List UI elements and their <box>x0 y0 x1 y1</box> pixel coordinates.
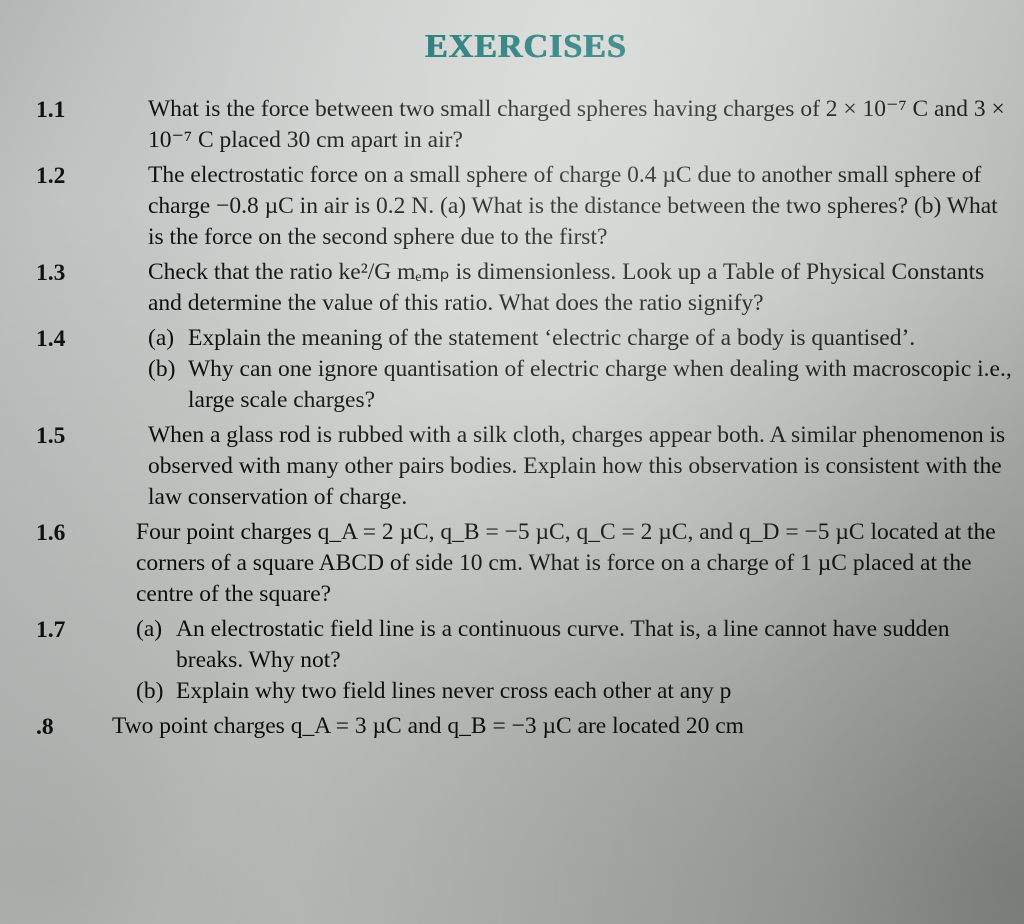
exercise-list: 1.1 What is the force between two small … <box>36 94 1016 743</box>
exercise-text: Two point charges q_A = 3 µC and q_B = −… <box>112 711 1016 742</box>
part-text: An electrostatic field line is a continu… <box>176 614 1016 676</box>
part-label: (b) <box>136 676 176 707</box>
exercise-parts: (a) Explain the meaning of the statement… <box>148 323 1016 416</box>
exercise-item: 1.5 When a glass rod is rubbed with a si… <box>36 420 1016 513</box>
exercise-number: 1.6 <box>36 517 136 549</box>
exercise-number: .8 <box>36 711 112 743</box>
part-text: Explain the meaning of the statement ‘el… <box>188 323 915 354</box>
exercise-text: The electrostatic force on a small spher… <box>148 160 1016 253</box>
part-text: Why can one ignore quantisation of elect… <box>188 354 1016 416</box>
page: EXERCISES 1.1 What is the force between … <box>0 0 1024 924</box>
exercise-item: 1.6 Four point charges q_A = 2 µC, q_B =… <box>36 517 1016 610</box>
exercise-parts: (a) An electrostatic field line is a con… <box>136 614 1016 707</box>
exercise-number: 1.1 <box>36 94 148 126</box>
exercise-item: 1.4 (a) Explain the meaning of the state… <box>36 323 1016 416</box>
exercise-item: .8 Two point charges q_A = 3 µC and q_B … <box>36 711 1016 743</box>
part-label: (b) <box>148 354 188 416</box>
part-label: (a) <box>148 323 188 354</box>
exercises-heading: EXERCISES <box>36 28 1016 66</box>
exercise-item: 1.3 Check that the ratio ke²/G mₑmₚ is d… <box>36 257 1016 319</box>
exercise-text: What is the force between two small char… <box>148 94 1016 156</box>
exercise-number: 1.3 <box>36 257 148 289</box>
exercise-item: 1.1 What is the force between two small … <box>36 94 1016 156</box>
exercise-number: 1.4 <box>36 323 148 355</box>
exercise-item: 1.2 The electrostatic force on a small s… <box>36 160 1016 253</box>
exercise-number: 1.5 <box>36 420 148 452</box>
exercise-item: 1.7 (a) An electrostatic field line is a… <box>36 614 1016 707</box>
exercise-number: 1.2 <box>36 160 148 192</box>
exercise-text: Check that the ratio ke²/G mₑmₚ is dimen… <box>148 257 1016 319</box>
part-label: (a) <box>136 614 176 676</box>
exercise-text: Four point charges q_A = 2 µC, q_B = −5 … <box>136 517 1016 610</box>
exercise-text: When a glass rod is rubbed with a silk c… <box>148 420 1016 513</box>
exercise-number: 1.7 <box>36 614 136 646</box>
part-text: Explain why two field lines never cross … <box>176 676 731 707</box>
